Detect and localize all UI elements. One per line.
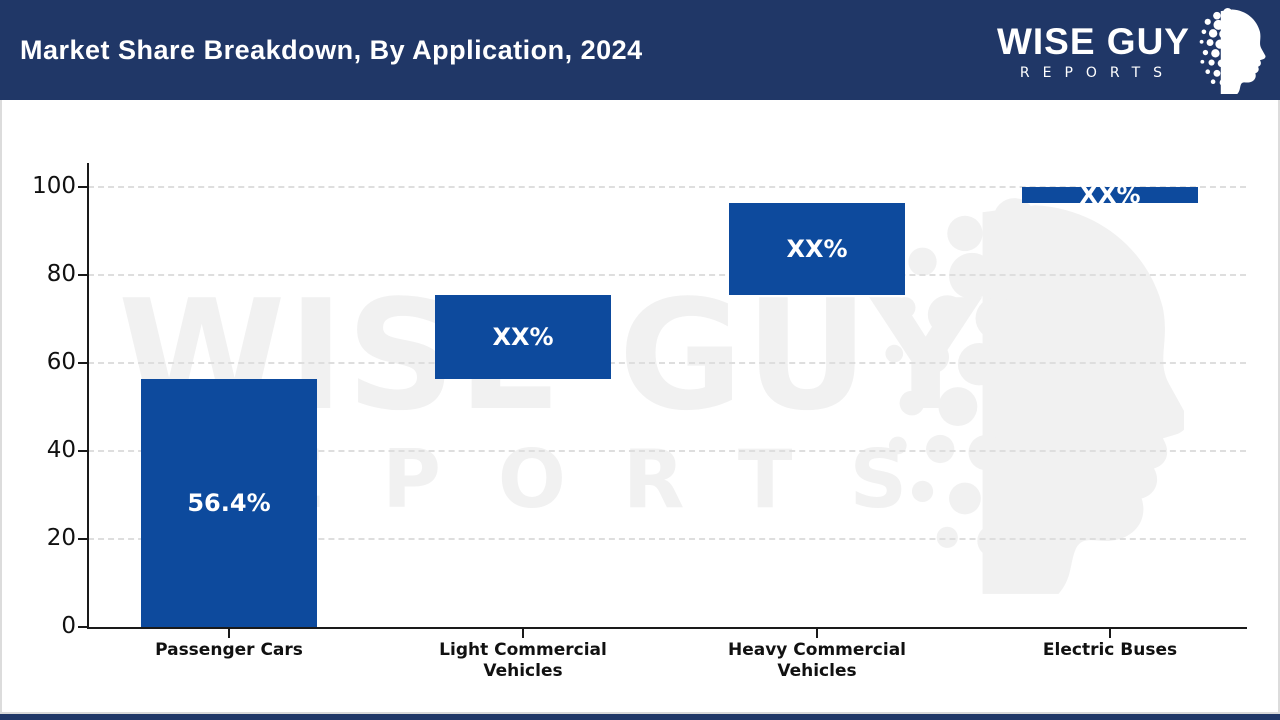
bar-value-label: XX%	[786, 234, 848, 263]
y-tick	[78, 450, 88, 452]
chart-title: Market Share Breakdown, By Application, …	[20, 34, 643, 65]
x-category-label-line: Heavy Commercial	[727, 640, 906, 660]
x-category-label: Light Commercial Vehicles	[383, 640, 663, 682]
x-category-label-line: Passenger Cars	[155, 640, 303, 660]
bar: XX%	[435, 294, 611, 379]
page-border-right	[1278, 100, 1280, 712]
wiseguy-logo-line2: REPORTS	[1019, 65, 1176, 81]
x-category-label: Electric Buses	[970, 640, 1250, 661]
x-category-label-line: Vehicles	[777, 661, 857, 681]
x-tick	[522, 629, 524, 638]
wiseguy-logo-text: WISE GUY REPORTS	[997, 21, 1190, 81]
x-category-label: Heavy Commercial Vehicles	[677, 640, 957, 682]
y-tick-label: 20	[46, 525, 76, 551]
bar: 56.4%	[141, 378, 317, 627]
x-category-label-line: Electric Buses	[1042, 640, 1178, 660]
wiseguy-logo: WISE GUY REPORTS	[997, 8, 1266, 94]
gridline	[88, 362, 1246, 364]
bar-value-label: XX%	[492, 322, 554, 351]
x-tick	[1109, 629, 1111, 638]
page-border-left	[0, 100, 2, 712]
gridline	[88, 450, 1246, 452]
gridline	[88, 274, 1246, 276]
x-axis	[87, 627, 1247, 629]
bar-value-label: XX%	[1079, 180, 1141, 209]
header-band: Market Share Breakdown, By Application, …	[0, 0, 1280, 100]
wiseguy-logo-line1: WISE GUY	[996, 21, 1190, 62]
bar-value-label: 56.4%	[187, 488, 271, 517]
y-tick-label: 80	[46, 261, 76, 287]
gridline	[88, 186, 1246, 188]
x-category-label-line: Vehicles	[483, 661, 563, 681]
y-tick-label: 60	[46, 349, 76, 375]
footer-band	[0, 714, 1280, 720]
y-tick	[78, 626, 88, 628]
y-tick	[78, 274, 88, 276]
x-category-label-line: Light Commercial	[439, 640, 607, 660]
y-tick	[78, 186, 88, 188]
footer-hairline	[0, 712, 1280, 714]
y-tick-label: 40	[46, 437, 76, 463]
y-axis	[87, 163, 89, 629]
x-tick	[816, 629, 818, 638]
x-tick	[228, 629, 230, 638]
y-tick-label: 100	[32, 173, 76, 199]
y-tick	[78, 538, 88, 540]
x-category-label: Passenger Cars	[89, 640, 369, 661]
bar: XX%	[1022, 181, 1198, 209]
y-tick	[78, 362, 88, 364]
bar: XX%	[729, 202, 905, 295]
y-tick-label: 0	[61, 613, 76, 639]
gridline	[88, 538, 1246, 540]
